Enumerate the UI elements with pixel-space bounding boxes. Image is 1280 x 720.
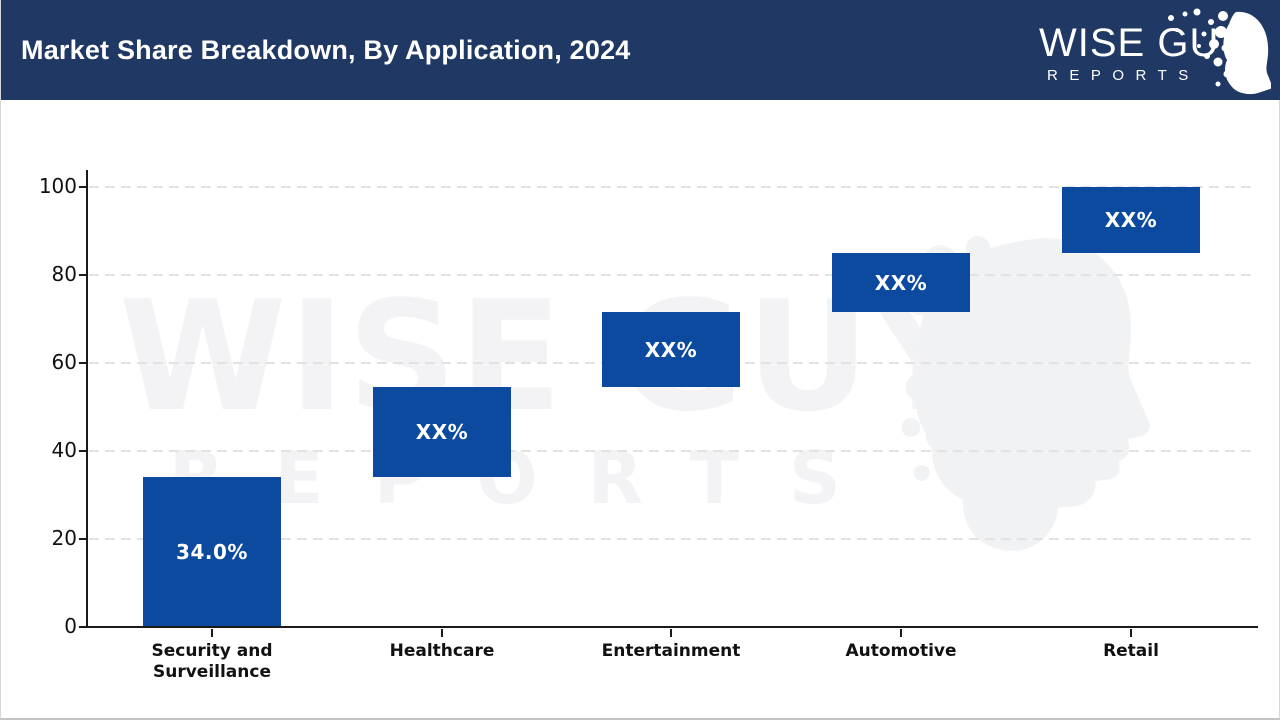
- x-tick-automotive: [900, 629, 902, 637]
- gridline-80: [89, 274, 1257, 276]
- y-tick-label-80: 80: [51, 262, 77, 286]
- x-tick-healthcare: [441, 629, 443, 637]
- y-tick-label-40: 40: [51, 438, 77, 462]
- gridline-100: [89, 186, 1257, 188]
- bar-label-entertainment: XX%: [644, 337, 698, 362]
- y-tick-label-60: 60: [51, 350, 77, 374]
- y-tick-60: [79, 362, 87, 364]
- y-tick-label-20: 20: [51, 526, 77, 550]
- bar-label-automotive: XX%: [874, 270, 928, 295]
- bar-security-and-surveillance: 34.0%: [143, 477, 281, 627]
- x-tick-label-healthcare: Healthcare: [389, 641, 495, 661]
- y-tick-40: [79, 450, 87, 452]
- x-tick-label-automotive: Automotive: [845, 641, 957, 661]
- gridline-40: [89, 450, 1257, 452]
- x-tick-retail: [1130, 629, 1132, 637]
- page-title: Market Share Breakdown, By Application, …: [21, 34, 631, 65]
- x-tick-security-and-surveillance: [211, 629, 213, 637]
- x-tick-label-entertainment: Entertainment: [601, 641, 741, 661]
- x-tick-label-security-and-surveillance: Security and Surveillance: [151, 641, 273, 682]
- bar-retail: XX%: [1062, 187, 1200, 253]
- x-tick-label-retail: Retail: [1103, 641, 1159, 661]
- wiseguy-logo: WISE GUY REPORTS: [1039, 8, 1271, 95]
- bar-entertainment: XX%: [602, 312, 740, 388]
- x-tick-entertainment: [670, 629, 672, 637]
- bar-label-healthcare: XX%: [415, 420, 469, 445]
- gridline-20: [89, 538, 1257, 540]
- y-tick-100: [79, 186, 87, 188]
- y-tick-label-100: 100: [38, 174, 77, 198]
- x-axis: [86, 626, 1258, 628]
- bar-automotive: XX%: [832, 253, 970, 313]
- bar-label-security-and-surveillance: 34.0%: [176, 540, 248, 565]
- y-tick-80: [79, 274, 87, 276]
- logo-face-icon: [1168, 8, 1271, 95]
- bar-healthcare: XX%: [373, 387, 511, 478]
- header-band: Market Share Breakdown, By Application, …: [1, 0, 1280, 100]
- y-tick-label-0: 0: [64, 614, 77, 638]
- bar-label-retail: XX%: [1104, 208, 1158, 232]
- logo-text-reports: REPORTS: [1047, 67, 1200, 84]
- y-tick-0: [79, 626, 87, 628]
- y-axis: [86, 170, 88, 628]
- y-tick-20: [79, 538, 87, 540]
